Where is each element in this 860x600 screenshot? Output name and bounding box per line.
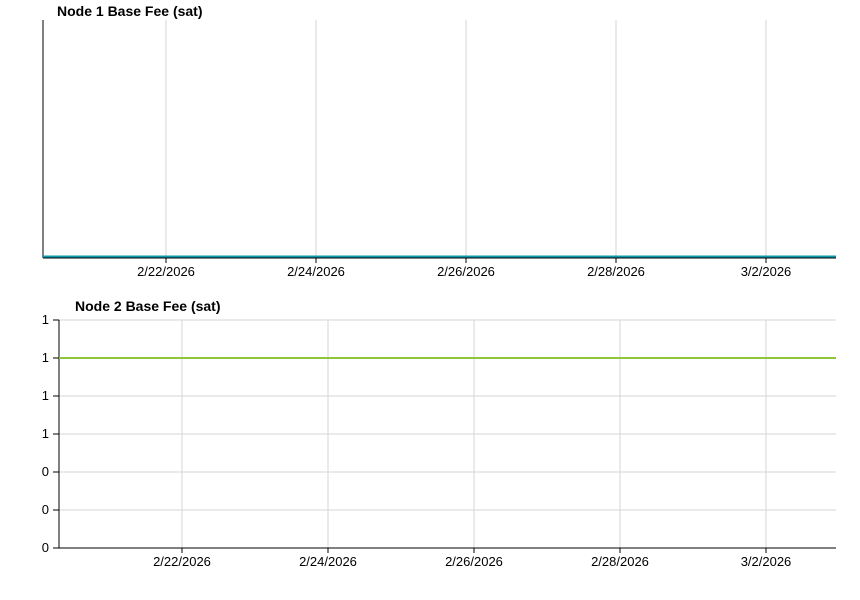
- x-tick-label: 2/24/2026: [299, 554, 357, 569]
- chart-title-node2: Node 2 Base Fee (sat): [75, 298, 221, 314]
- x-tick-label: 2/26/2026: [445, 554, 503, 569]
- x-tick-label: 2/22/2026: [153, 554, 211, 569]
- x-tick-label: 2/24/2026: [287, 264, 345, 279]
- y-tick-label: 1: [42, 388, 49, 403]
- x-tick-label: 2/28/2026: [591, 554, 649, 569]
- y-tick-label: 0: [42, 502, 49, 517]
- y-tick-label: 1: [42, 426, 49, 441]
- x-tick-label: 2/26/2026: [437, 264, 495, 279]
- y-tick-label: 1: [42, 312, 49, 327]
- x-tick-label: 2/22/2026: [137, 264, 195, 279]
- x-tick-label: 2/28/2026: [587, 264, 645, 279]
- y-tick-label: 0: [42, 540, 49, 555]
- y-tick-label: 1: [42, 350, 49, 365]
- x-tick-label: 3/2/2026: [741, 554, 792, 569]
- y-tick-label: 0: [42, 464, 49, 479]
- chart-title-node1: Node 1 Base Fee (sat): [57, 3, 203, 19]
- x-tick-label: 3/2/2026: [741, 264, 792, 279]
